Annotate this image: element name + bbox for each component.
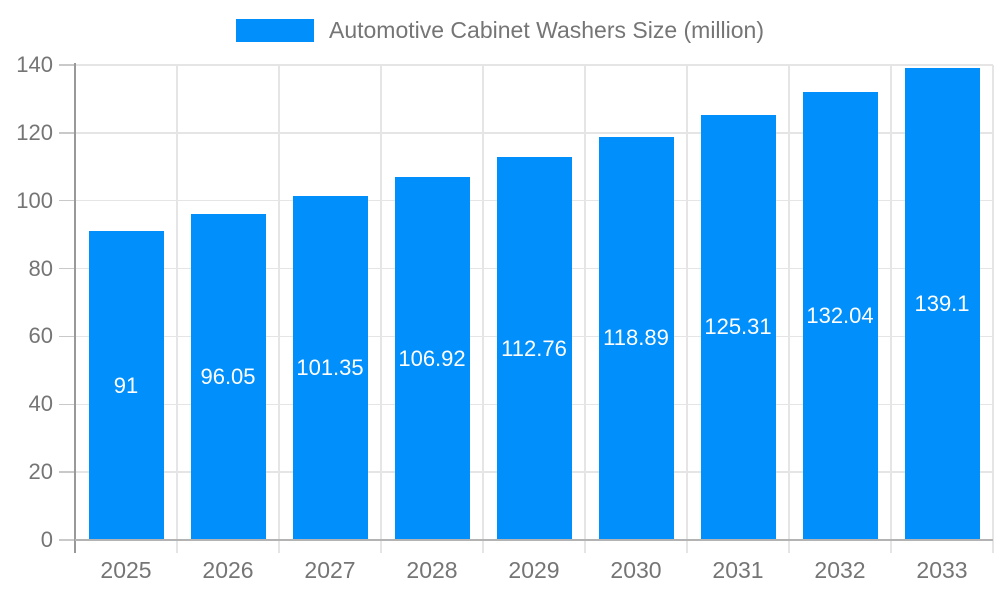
bar-value-label: 125.31 bbox=[704, 314, 772, 340]
y-tick-mark bbox=[59, 403, 75, 406]
y-tick-label: 20 bbox=[28, 459, 53, 485]
gridline-horizontal bbox=[75, 64, 993, 66]
bar[interactable]: 101.35 bbox=[292, 196, 368, 540]
bar[interactable]: 125.31 bbox=[700, 114, 776, 540]
y-tick-mark bbox=[59, 471, 75, 473]
legend-label: Automotive Cabinet Washers Size (million… bbox=[328, 17, 765, 43]
gridline-vertical bbox=[584, 65, 586, 553]
x-tick-label: 2029 bbox=[508, 557, 560, 583]
chart-legend[interactable]: Automotive Cabinet Washers Size (million… bbox=[0, 17, 1000, 44]
gridline-vertical bbox=[278, 65, 280, 553]
bar[interactable]: 96.05 bbox=[190, 214, 266, 540]
x-tick-label: 2025 bbox=[100, 557, 152, 583]
bar-value-label: 112.76 bbox=[501, 335, 567, 361]
y-tick-label: 40 bbox=[28, 391, 53, 417]
bar-value-label: 101.35 bbox=[296, 355, 364, 381]
y-tick-label: 120 bbox=[16, 119, 53, 145]
y-tick-label: 60 bbox=[28, 323, 53, 349]
gridline-vertical bbox=[686, 65, 688, 553]
y-tick-label: 140 bbox=[16, 52, 53, 77]
bar-value-label: 106.92 bbox=[398, 345, 466, 371]
bar[interactable]: 118.89 bbox=[598, 136, 674, 540]
y-tick-mark bbox=[59, 335, 75, 338]
bar[interactable]: 112.76 bbox=[496, 157, 572, 540]
y-tick-mark bbox=[59, 267, 75, 270]
gridline-horizontal bbox=[75, 132, 993, 134]
x-tick-label: 2026 bbox=[202, 557, 254, 583]
bar[interactable]: 91 bbox=[88, 231, 164, 540]
x-tick-label: 2028 bbox=[406, 557, 458, 583]
y-tick-label: 80 bbox=[28, 255, 53, 281]
bar[interactable]: 139.1 bbox=[904, 68, 980, 540]
x-tick-label: 2032 bbox=[814, 557, 866, 583]
bar-value-label: 139.1 bbox=[914, 291, 970, 317]
bar[interactable]: 106.92 bbox=[394, 177, 470, 540]
gridline-vertical bbox=[482, 65, 484, 553]
y-tick-mark bbox=[59, 132, 75, 134]
gridline-vertical bbox=[788, 65, 790, 553]
bar-value-label: 118.89 bbox=[603, 325, 669, 351]
y-axis-line bbox=[74, 63, 76, 553]
y-tick-label: 100 bbox=[16, 187, 53, 213]
y-tick-mark bbox=[59, 539, 75, 541]
gridline-vertical bbox=[176, 65, 178, 553]
x-tick-label: 2030 bbox=[610, 557, 662, 583]
bar-value-label: 96.05 bbox=[200, 364, 256, 390]
x-axis-line bbox=[75, 539, 993, 541]
y-tick-mark bbox=[59, 199, 75, 202]
y-tick-label: 0 bbox=[40, 527, 53, 552]
x-tick-label: 2027 bbox=[304, 557, 356, 583]
x-tick-label: 2033 bbox=[916, 557, 968, 583]
gridline-vertical bbox=[890, 65, 892, 553]
bar-value-label: 91 bbox=[113, 372, 139, 398]
gridline-vertical bbox=[992, 65, 994, 553]
x-tick-label: 2031 bbox=[712, 557, 764, 583]
gridline-vertical bbox=[380, 65, 382, 553]
bar-value-label: 132.04 bbox=[806, 302, 874, 328]
y-tick-mark bbox=[59, 64, 75, 66]
bar[interactable]: 132.04 bbox=[802, 92, 878, 540]
legend-swatch bbox=[235, 19, 314, 42]
